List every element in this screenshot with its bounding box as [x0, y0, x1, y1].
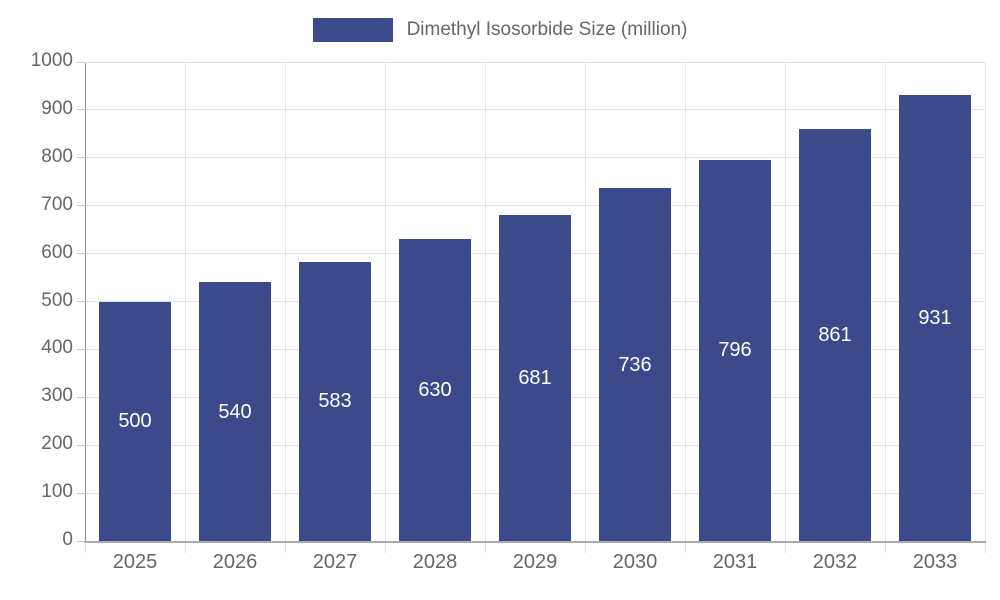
gridline-vertical: [484, 62, 486, 541]
y-axis-tick-label: 300: [41, 385, 73, 407]
bar-2029: 681: [499, 214, 571, 541]
y-axis-tick: [77, 396, 85, 398]
x-axis-category-label: 2032: [812, 551, 858, 573]
y-axis-tick-label: 700: [41, 193, 73, 215]
x-axis-line: [84, 541, 986, 543]
x-axis-category-label: 2026: [212, 551, 258, 573]
gridline-horizontal: [85, 61, 985, 63]
legend-swatch: [312, 18, 393, 42]
y-axis-tick-label: 800: [41, 145, 73, 167]
x-axis-tick: [984, 543, 986, 553]
x-axis-tick: [384, 543, 386, 553]
y-axis-tick: [77, 61, 85, 63]
legend-label: Dimethyl Isosorbide Size (million): [406, 19, 688, 40]
bar-2030: 736: [599, 188, 671, 541]
y-axis-tick: [77, 205, 85, 207]
bar-value-label: 931: [918, 307, 952, 330]
y-axis-tick-label: 400: [41, 337, 73, 359]
x-axis-category-label: 2033: [912, 551, 958, 573]
gridline-horizontal: [85, 109, 985, 111]
gridline-vertical: [984, 62, 986, 541]
x-axis-tick: [584, 543, 586, 553]
x-axis-tick: [784, 543, 786, 553]
bar-value-label: 540: [218, 400, 252, 423]
x-axis-category-label: 2029: [512, 551, 558, 573]
legend-item[interactable]: Dimethyl Isosorbide Size (million): [0, 18, 1000, 42]
y-axis-tick: [77, 348, 85, 350]
bar-2031: 796: [699, 159, 771, 541]
x-axis-tick: [284, 543, 286, 553]
y-axis-tick: [77, 540, 85, 542]
gridline-vertical: [284, 62, 286, 541]
bar-value-label: 736: [618, 353, 652, 376]
bar-2025: 500: [99, 301, 171, 541]
bar-2027: 583: [299, 261, 371, 541]
y-axis-tick-label: 100: [41, 481, 73, 503]
gridline-vertical: [684, 62, 686, 541]
y-axis-tick-label: 600: [41, 241, 73, 263]
y-axis-tick: [77, 253, 85, 255]
bar-value-label: 500: [118, 410, 152, 433]
bar-2026: 540: [199, 282, 271, 541]
y-axis-tick: [77, 301, 85, 302]
bar-value-label: 630: [418, 379, 452, 402]
gridline-vertical: [884, 62, 886, 541]
x-axis-tick: [184, 543, 186, 553]
gridline-vertical: [584, 62, 586, 541]
y-axis-tick-label: 1000: [30, 50, 73, 71]
x-axis-category-label: 2030: [612, 551, 658, 573]
gridline-vertical: [184, 62, 186, 541]
x-axis-category-label: 2027: [312, 551, 358, 573]
y-axis-tick: [77, 492, 85, 494]
bar-value-label: 681: [518, 366, 552, 389]
bar-2032: 861: [799, 128, 871, 541]
plot-area: 500 540 583 630 681 736 796 861 931: [77, 61, 986, 553]
bar-2028: 630: [399, 239, 471, 541]
x-axis-category-label: 2025: [112, 551, 158, 573]
x-axis-tick: [684, 543, 686, 553]
y-axis-tick: [77, 444, 85, 446]
y-axis-tick-label: 200: [41, 433, 73, 455]
x-axis-tick: [84, 543, 86, 553]
gridline-horizontal: [85, 205, 985, 207]
y-axis-tick-label: 0: [62, 529, 73, 550]
y-axis-tick: [77, 109, 85, 111]
bar-value-label: 796: [718, 339, 752, 362]
y-axis-tick-label: 500: [41, 289, 73, 311]
x-axis-category-label: 2028: [412, 551, 458, 573]
bar-value-label: 583: [318, 390, 352, 413]
gridline-vertical: [384, 62, 386, 541]
bar-value-label: 861: [818, 323, 852, 346]
x-axis-tick: [884, 543, 886, 553]
y-axis-tick-label: 900: [41, 97, 73, 119]
bar-2033: 931: [899, 95, 971, 541]
gridline-horizontal: [85, 157, 985, 159]
x-axis-category-label: 2031: [712, 551, 758, 573]
y-axis-tick: [77, 157, 85, 159]
gridline-vertical: [784, 62, 786, 541]
x-axis-tick: [484, 543, 486, 553]
